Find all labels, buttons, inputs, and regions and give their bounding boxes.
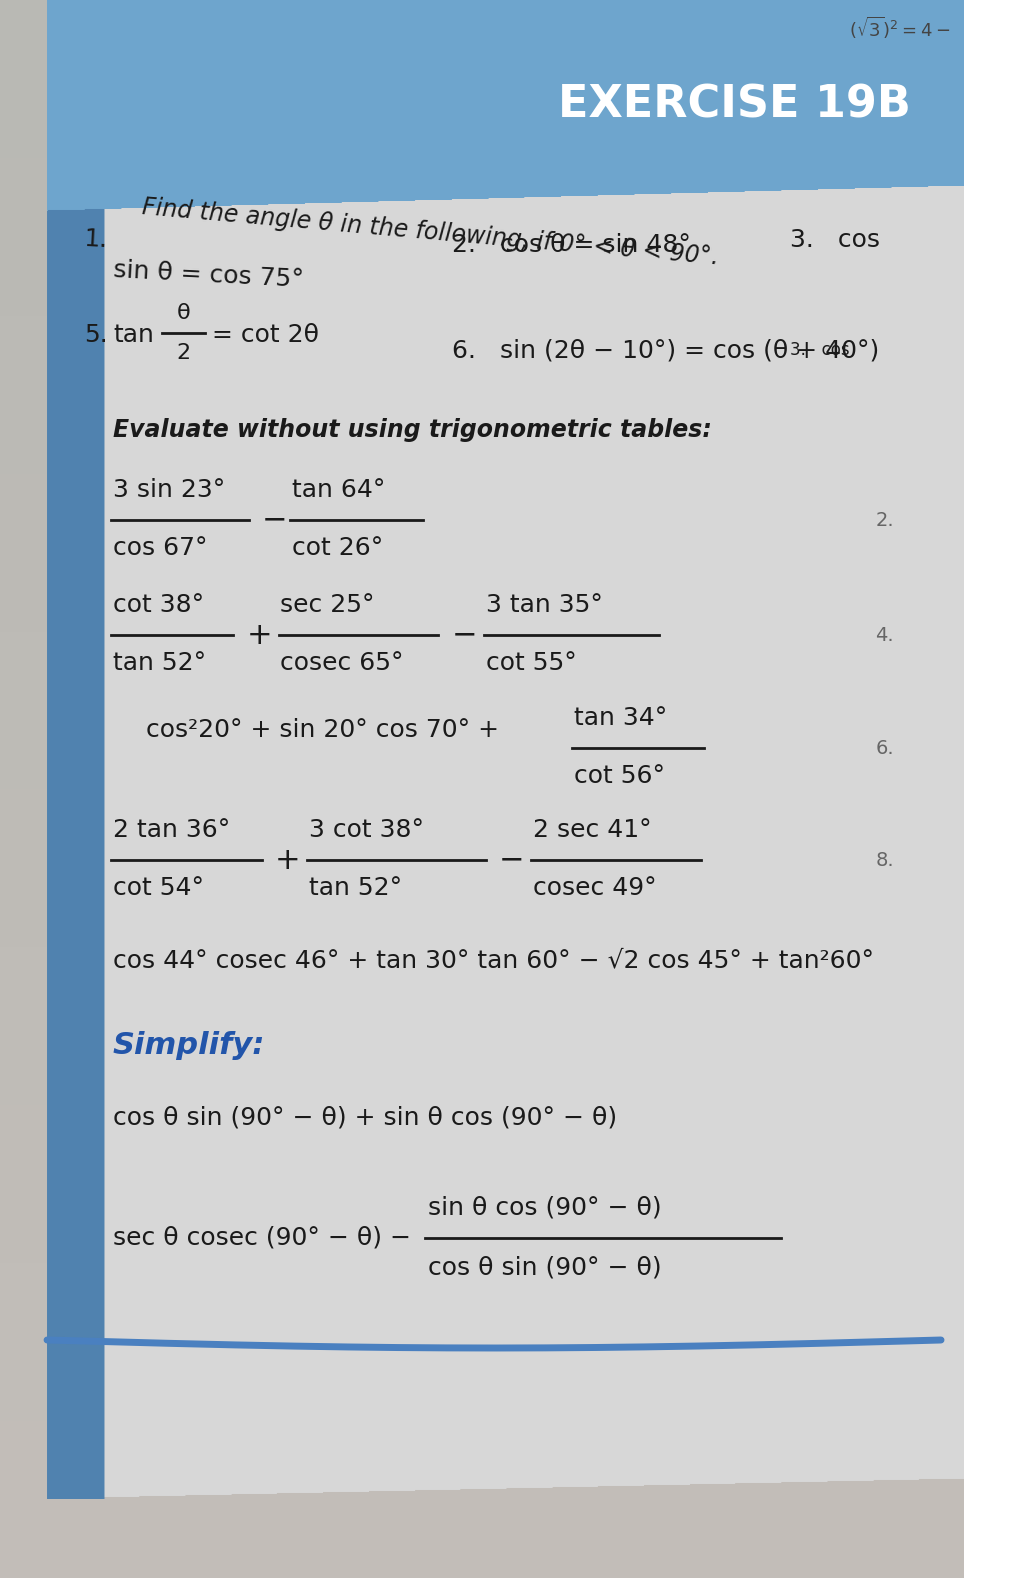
Text: tan 52°: tan 52° (308, 876, 401, 899)
Text: sin θ = cos 75°: sin θ = cos 75° (113, 259, 304, 292)
Text: 6.: 6. (876, 739, 894, 757)
Text: tan: tan (113, 323, 154, 347)
Text: sec θ cosec (90° − θ) −: sec θ cosec (90° − θ) − (113, 1226, 411, 1250)
Text: cos 44° cosec 46° + tan 30° tan 60° − √2 cos 45° + tan²60°: cos 44° cosec 46° + tan 30° tan 60° − √2… (113, 948, 873, 972)
Text: = cot 2θ: = cot 2θ (212, 323, 318, 347)
Text: cot 54°: cot 54° (113, 876, 204, 899)
Text: tan 34°: tan 34° (574, 705, 668, 731)
Text: sin θ cos (90° − θ): sin θ cos (90° − θ) (428, 1196, 662, 1220)
Text: Evaluate without using trigonometric tables:: Evaluate without using trigonometric tab… (113, 418, 712, 442)
Text: cosec 65°: cosec 65° (281, 652, 403, 675)
Text: Find the angle θ in the following, if 0° < θ < 90°.: Find the angle θ in the following, if 0°… (141, 196, 720, 270)
Text: cot 55°: cot 55° (485, 652, 577, 675)
Text: 3.   cos: 3. cos (791, 227, 881, 252)
Text: −: − (452, 620, 477, 650)
Text: 3 cot 38°: 3 cot 38° (308, 817, 424, 843)
Text: +: + (247, 620, 272, 650)
Text: cos θ sin (90° − θ): cos θ sin (90° − θ) (428, 1256, 662, 1280)
Text: tan 64°: tan 64° (292, 478, 385, 502)
Text: 6.   sin (2θ − 10°) = cos (θ + 40°): 6. sin (2θ − 10°) = cos (θ + 40°) (452, 338, 879, 361)
Text: $(\sqrt{3})^2 = 4-$: $(\sqrt{3})^2 = 4-$ (849, 16, 950, 41)
Text: 4.: 4. (876, 625, 894, 644)
Text: cos²20° + sin 20° cos 70° +: cos²20° + sin 20° cos 70° + (145, 718, 499, 742)
Text: tan 52°: tan 52° (113, 652, 206, 675)
Text: 2 sec 41°: 2 sec 41° (532, 817, 651, 843)
Text: EXERCISE 19B: EXERCISE 19B (557, 84, 910, 126)
Text: 3 tan 35°: 3 tan 35° (485, 593, 602, 617)
Text: cos θ sin (90° − θ) + sin θ cos (90° − θ): cos θ sin (90° − θ) + sin θ cos (90° − θ… (113, 1106, 617, 1130)
Text: θ: θ (176, 303, 190, 323)
Text: 3 sin 23°: 3 sin 23° (113, 478, 225, 502)
Text: +: + (274, 846, 300, 874)
Text: 3.   cos: 3. cos (791, 341, 850, 360)
Text: cot 26°: cot 26° (292, 537, 383, 560)
Text: 1.: 1. (83, 227, 109, 252)
Text: cot 38°: cot 38° (113, 593, 204, 617)
Text: cos 67°: cos 67° (113, 537, 208, 560)
Text: 2.   cos θ = sin 48°: 2. cos θ = sin 48° (452, 234, 690, 257)
Text: Simplify:: Simplify: (113, 1030, 265, 1059)
Text: −: − (499, 846, 524, 874)
Text: 8.: 8. (876, 851, 894, 869)
Text: −: − (261, 505, 287, 535)
Text: cot 56°: cot 56° (574, 764, 665, 787)
Text: sec 25°: sec 25° (281, 593, 375, 617)
Text: 2 tan 36°: 2 tan 36° (113, 817, 230, 843)
Text: 2.: 2. (876, 511, 894, 530)
Text: 2: 2 (176, 342, 190, 363)
Text: 5.: 5. (84, 323, 109, 347)
Text: cosec 49°: cosec 49° (532, 876, 656, 899)
